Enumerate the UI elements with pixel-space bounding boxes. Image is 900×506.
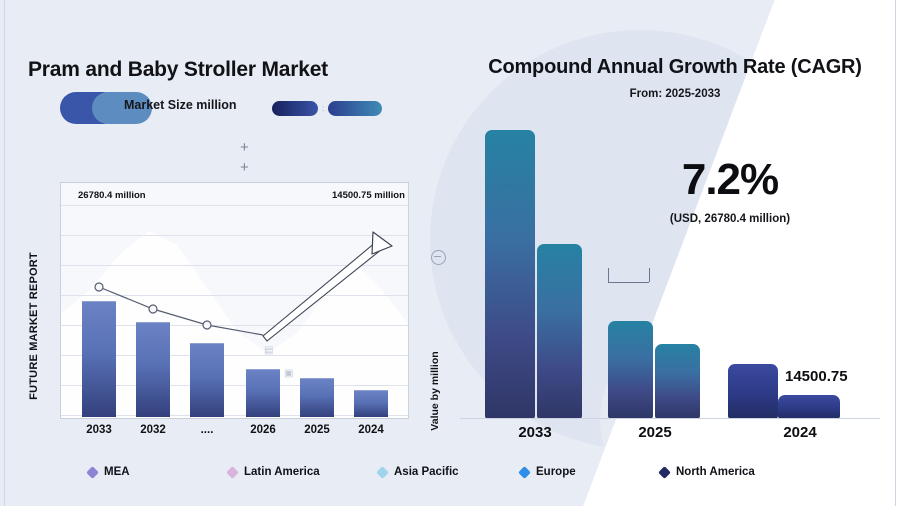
rbar-2024-primary [728,364,778,419]
cagr-note: (USD, 26780.4 million) [669,213,791,225]
pill-swatch-dark [272,101,318,116]
x-label-2033: 2033 [86,424,112,436]
legend-label-asia-pacific: Asia Pacific [394,466,459,478]
legend-marker-north-america [658,465,671,479]
r-x-label-2025: 2025 [638,424,672,441]
badge-lobe-front [92,92,152,124]
cagr-title: Compound Annual Growth Rate (CAGR) [488,56,862,78]
market-size-badge-icon [60,92,152,124]
page-title: Pram and Baby Stroller Market [28,58,328,81]
market-size-label: Market Size million [124,98,237,112]
legend: MEA Latin America Asia Pacific Europe No… [0,465,900,492]
pill-swatch-row: : [272,101,382,116]
cagr-value: 7.2% [681,155,779,204]
cagr-subtitle: From: 2025-2033 [629,88,721,100]
rbar-2024-secondary [778,395,840,419]
bar-2026 [246,369,280,417]
corner-bracket-decoration [608,268,650,283]
legend-marker-europe [518,465,531,479]
r-x-label-2024: 2024 [783,424,817,441]
right-edge-rule [895,0,896,506]
legend-marker-asia-pacific [376,465,389,479]
rbar-2025-primary [608,321,653,419]
legend-item-asia-pacific[interactable]: Asia Pacific [376,465,459,479]
decorative-glyph-2: ▣ [284,368,294,379]
rbar-2033-secondary [537,244,582,419]
plus-icon-upper: + [240,139,249,156]
r-x-label-2033: 2033 [518,424,552,441]
growth-arrow [262,231,393,342]
value-label-right: 14500.75 million [332,190,405,201]
highlight-value-label: 14500.75 [785,368,848,385]
legend-marker-mea [86,465,99,479]
decorative-glyph-1: ▤ [264,345,274,356]
x-label-2032: 2032 [140,424,166,436]
legend-item-north-america[interactable]: North America [658,465,755,479]
circle-minus-icon [431,250,446,265]
legend-item-latin-america[interactable]: Latin America [226,465,320,479]
bar-2033 [82,301,116,417]
y-axis-title-left: FUTURE MARKET REPORT [28,252,40,400]
legend-marker-latin-america [226,465,239,479]
legend-label-europe: Europe [536,466,576,478]
trend-line-overlay [94,231,393,342]
rbar-2033-primary [485,130,535,419]
left-edge-rule [4,0,5,506]
left-x-axis-labels: 2033 2032 .... 2026 2025 2024 [60,424,407,444]
right-bars-layer [440,0,900,460]
right-panel: Compound Annual Growth Rate (CAGR) From:… [440,0,900,506]
rbar-2025-secondary [655,344,700,419]
x-label-2025: 2025 [304,424,330,436]
plus-icon-lower: + [240,159,249,176]
left-panel: Pram and Baby Stroller Market Market Siz… [28,58,446,444]
bar-2024 [354,390,388,417]
bar-dots [190,343,224,417]
legend-label-mea: MEA [104,466,130,478]
x-label-2024: 2024 [358,424,384,436]
legend-item-mea[interactable]: MEA [86,465,130,479]
left-bars-layer [60,182,407,417]
pill-swatch-teal [328,101,382,116]
x-label-2026: 2026 [250,424,276,436]
legend-item-europe[interactable]: Europe [518,465,576,479]
pill-separator: : [322,104,325,113]
value-label-left: 26780.4 million [78,190,146,201]
bar-2025 [300,378,334,417]
legend-label-north-america: North America [676,466,755,478]
right-baseline [460,418,880,419]
bar-2032 [136,322,170,417]
x-label-dots: .... [200,424,214,436]
legend-label-latin-america: Latin America [244,466,320,478]
